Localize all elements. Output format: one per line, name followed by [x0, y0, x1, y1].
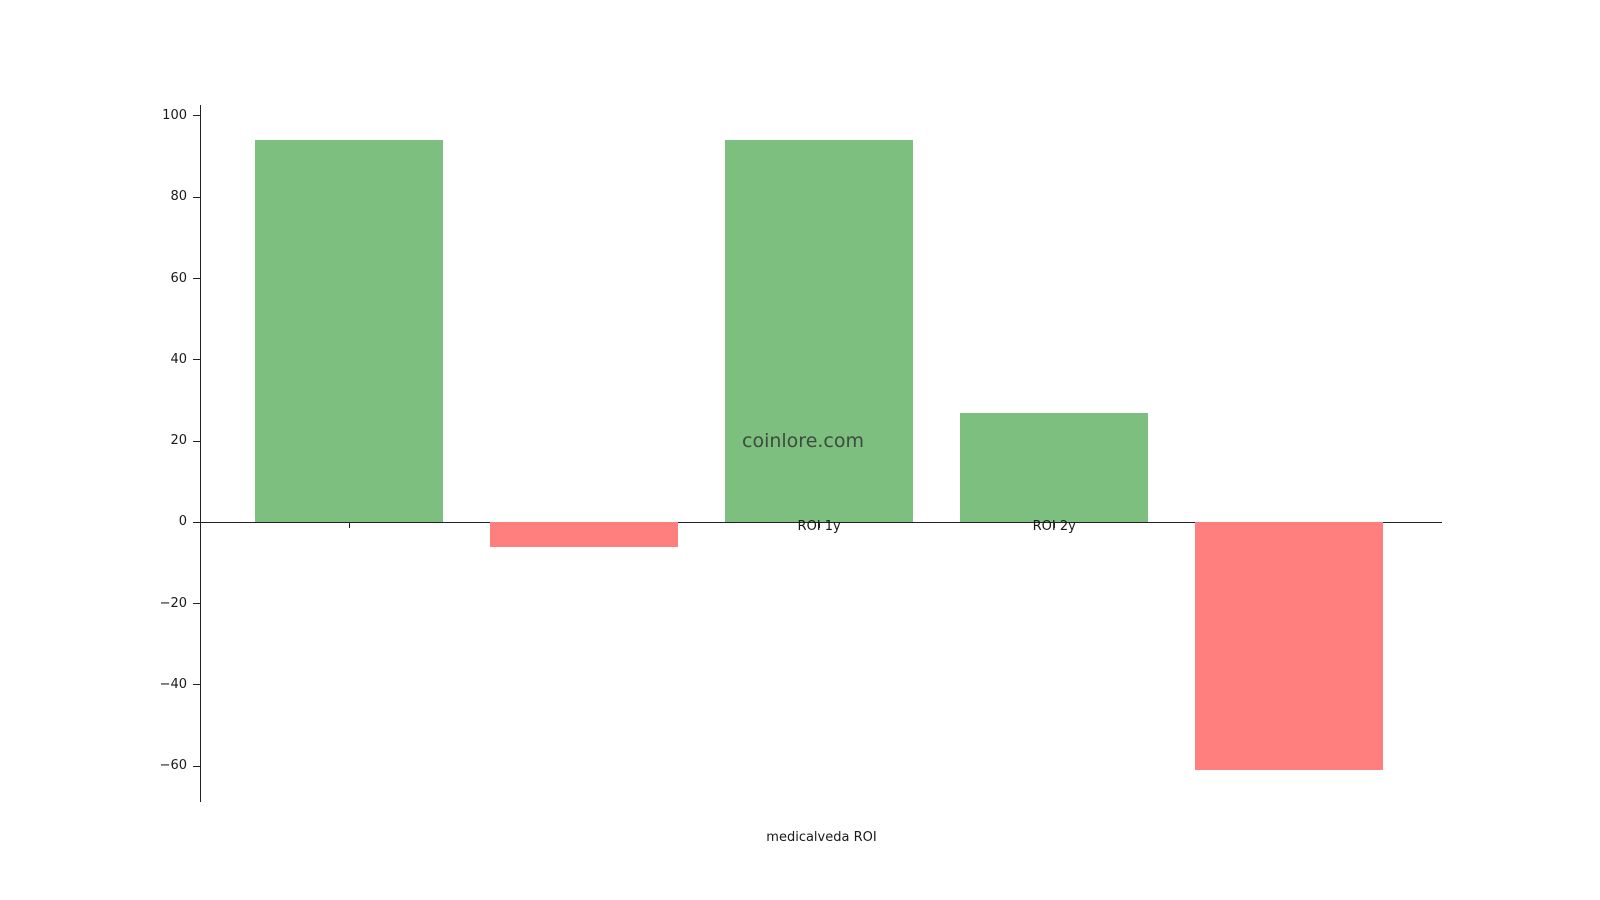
x-tick-mark	[1053, 522, 1055, 529]
y-tick-mark	[193, 115, 200, 117]
watermark: coinlore.com	[742, 430, 864, 452]
x-axis-title: medicalveda ROI	[766, 830, 877, 845]
x-tick-mark	[348, 522, 350, 529]
y-tick-label: 40	[170, 351, 187, 367]
x-tick-mark	[818, 522, 820, 529]
y-tick-mark	[193, 765, 200, 767]
y-tick-label: 0	[178, 514, 187, 530]
y-tick-mark	[193, 359, 200, 361]
plot-area: coinlore.com 100 80 60 40 20 0 −20 −40 −60 ROI 1y…	[160, 105, 1442, 802]
y-tick-mark	[193, 278, 200, 280]
y-tick-label: −40	[159, 676, 187, 692]
y-tick-label: −20	[159, 595, 187, 611]
y-tick-label: −60	[159, 758, 187, 774]
y-tick-label: 20	[170, 433, 187, 449]
y-tick-label: 60	[170, 270, 187, 286]
x-axis-zero-line	[200, 521, 1442, 523]
bar-col-1	[255, 140, 444, 523]
y-tick-label: 80	[170, 189, 187, 205]
bar-ROI 2y	[960, 412, 1149, 523]
y-tick-mark	[193, 684, 200, 686]
y-tick-mark	[193, 521, 200, 523]
y-tick-mark	[193, 440, 200, 442]
y-tick-mark	[193, 603, 200, 605]
bar-col-5	[1195, 522, 1384, 771]
bar-ROI 1y	[725, 140, 914, 523]
y-tick-label: 100	[162, 107, 187, 123]
y-tick-mark	[193, 196, 200, 198]
y-axis-line	[200, 105, 201, 802]
bar-col-2	[490, 522, 679, 547]
